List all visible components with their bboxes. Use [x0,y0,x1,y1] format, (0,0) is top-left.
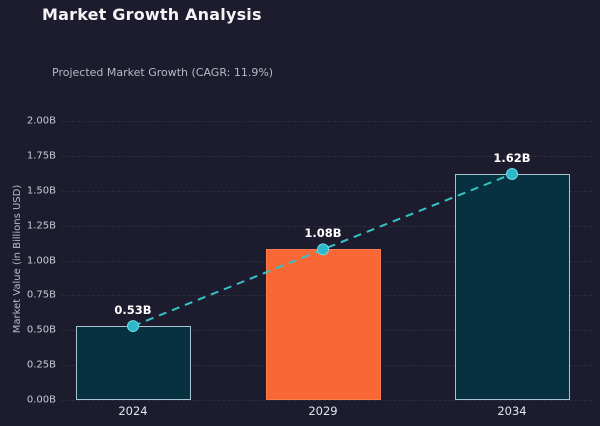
y-tick-label: 0.00B [26,394,56,406]
data-label-2029: 1.08B [304,226,342,241]
data-label-2034: 1.62B [493,151,531,165]
gridline [62,121,592,122]
chart-title: Market Growth Analysis [42,5,262,24]
y-tick-label: 2.00B [26,115,56,127]
y-tick-label: 1.75B [26,150,56,162]
gridline [62,155,592,157]
y-tick-label: 1.50B [26,185,56,197]
y-tick-label: 0.50B [26,324,56,336]
x-tick-label-2034: 2034 [497,404,527,418]
y-tick-label: 1.00B [26,255,56,266]
y-tick-label: 0.75B [26,289,56,301]
bar-2034 [454,174,570,400]
y-tick-label: 1.25B [26,220,56,232]
data-label-2024: 0.53B [114,303,152,318]
y-tick-label: 0.25B [26,359,56,371]
x-tick-label-2029: 2029 [308,404,338,418]
x-tick-label-2024: 2024 [118,404,148,418]
bar-2029 [265,249,381,400]
gridline [62,400,592,401]
bar-2024 [75,326,191,400]
chart-subtitle: Projected Market Growth (CAGR: 11.9%) [52,66,274,79]
